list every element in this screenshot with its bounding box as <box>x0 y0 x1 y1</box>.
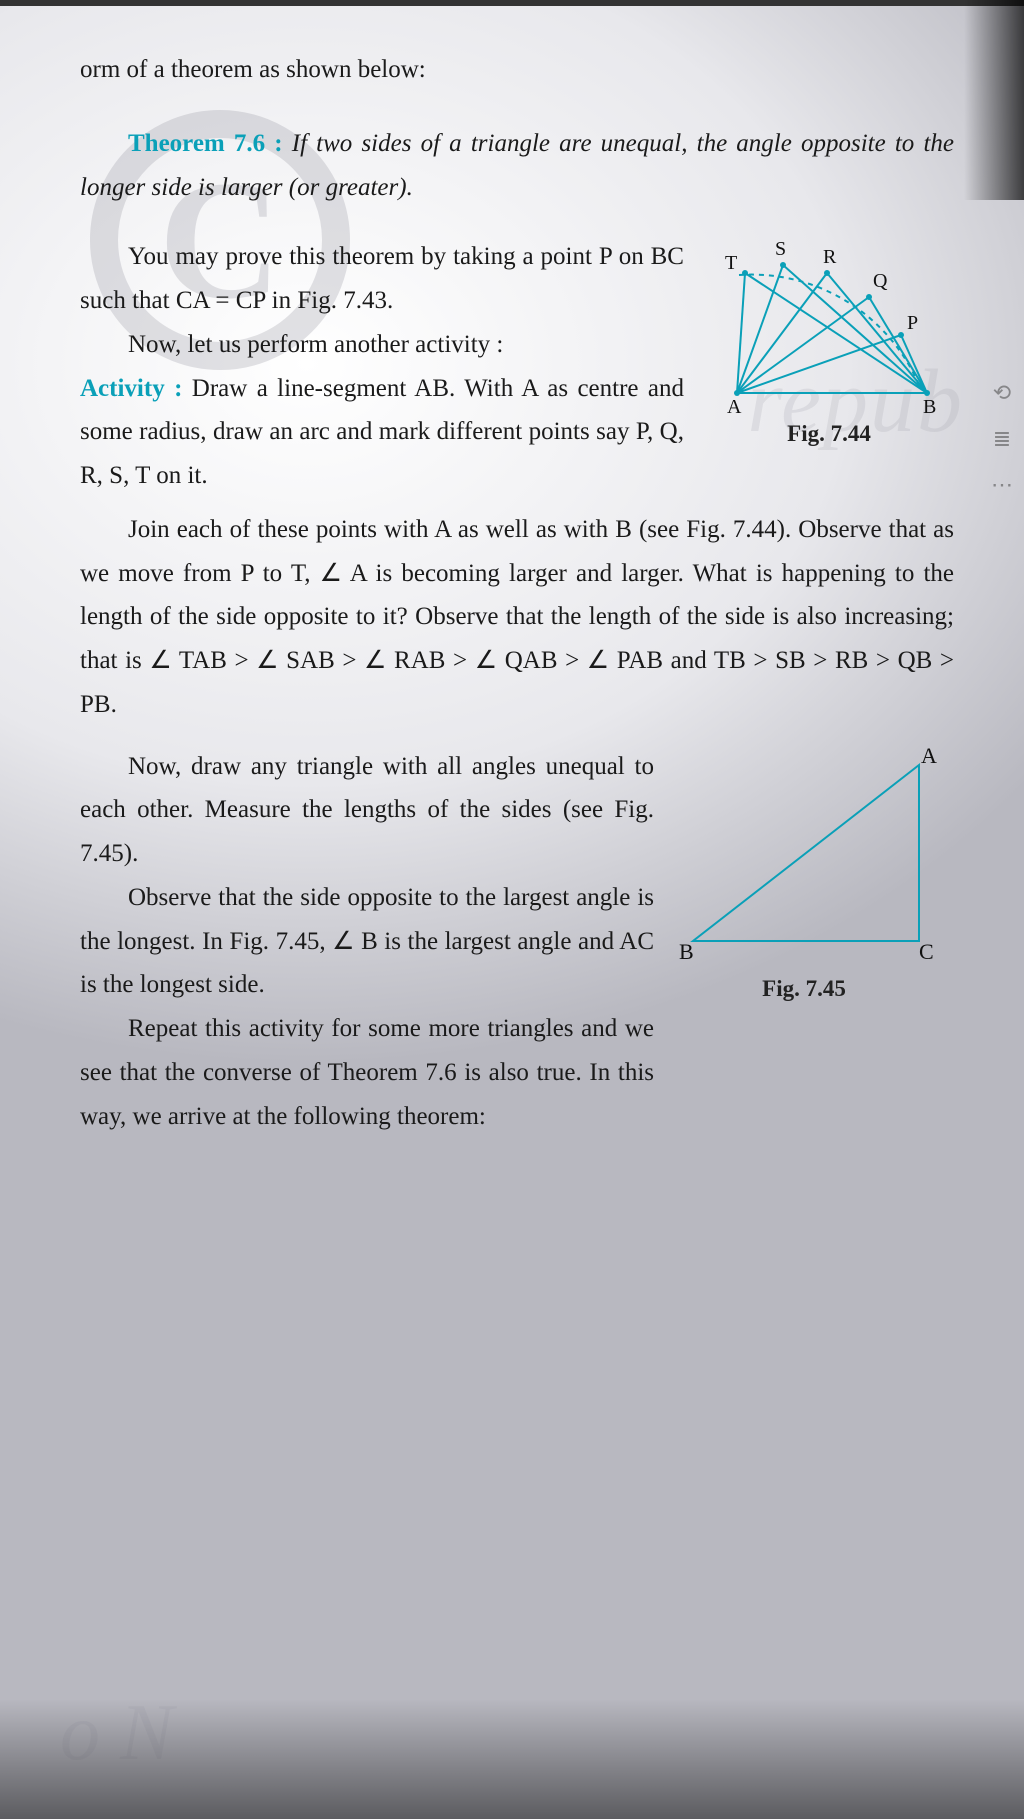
page-container: repub o N ⟲ ≣ ⋯ orm of a theorem as show… <box>0 0 1024 1819</box>
right-shadow <box>964 0 1024 200</box>
figure-7-45: A B C Fig. 7.45 <box>664 745 944 1002</box>
theorem-label: Theorem 7.6 : <box>128 130 283 157</box>
theorem-paragraph: Theorem 7.6 : If two sides of a triangle… <box>80 122 954 210</box>
fig744-label-A: A <box>727 396 742 415</box>
more-icon[interactable]: ⋯ <box>988 472 1016 500</box>
paragraph-3: Join each of these points with A as well… <box>80 508 954 727</box>
rotate-icon[interactable]: ⟲ <box>988 380 1016 408</box>
fig744-label-S: S <box>775 238 786 260</box>
paragraph-6: Repeat this activity for some more trian… <box>80 1007 954 1138</box>
fig745-label-C: C <box>919 939 934 964</box>
fig744-label-Q: Q <box>873 270 888 292</box>
fig745-label-B: B <box>679 939 694 964</box>
fig-7-44-caption: Fig. 7.44 <box>704 421 954 447</box>
fig-7-45-caption: Fig. 7.45 <box>664 976 944 1002</box>
fig744-label-P: P <box>907 312 918 334</box>
figure-7-44: A B P Q R S T Fig. 7.44 <box>704 225 954 447</box>
figure-7-45-svg: A B C <box>669 745 939 965</box>
watermark-text-2: o N <box>60 1688 173 1779</box>
fig744-label-B: B <box>923 396 936 415</box>
bottom-shadow <box>0 1699 1024 1819</box>
figure-7-44-svg: A B P Q R S T <box>709 225 949 415</box>
fig745-label-A: A <box>921 745 937 768</box>
list-icon[interactable]: ≣ <box>988 426 1016 454</box>
header-fragment: orm of a theorem as shown below: <box>80 48 954 92</box>
activity-label: Activity : <box>80 375 182 402</box>
fig744-label-T: T <box>725 252 737 274</box>
top-bar <box>0 0 1024 6</box>
side-toolbar: ⟲ ≣ ⋯ <box>988 380 1016 500</box>
fig744-label-R: R <box>823 246 837 268</box>
